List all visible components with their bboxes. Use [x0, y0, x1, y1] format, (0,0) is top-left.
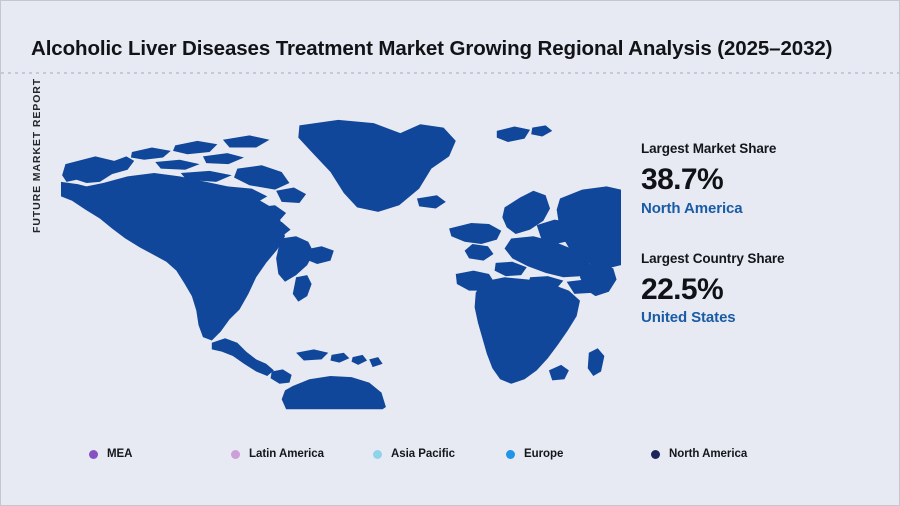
legend-label: Latin America [249, 448, 324, 460]
legend-item-asia-pacific: Asia Pacific [373, 448, 455, 460]
legend-label: Asia Pacific [391, 448, 455, 460]
legend-dot-icon [231, 449, 240, 459]
stat-label: Largest Country Share [641, 250, 785, 266]
stat-largest-country-share: Largest Country Share 22.5% United State… [641, 251, 881, 327]
stat-value: 22.5% [641, 272, 724, 306]
stat-label: Largest Market Share [641, 141, 777, 156]
legend-dot-icon [506, 449, 515, 459]
legend-dot-icon [651, 449, 660, 459]
legend-label: Europe [524, 448, 564, 460]
legend-item-mea: MEA [89, 448, 132, 460]
world-map-graphic [61, 119, 621, 410]
brand-watermark: FUTURE MARKET REPORT [31, 77, 43, 233]
stat-largest-market-share: Largest Market Share 38.7% North America [641, 141, 881, 217]
legend-dot-icon [373, 449, 382, 459]
stat-value: 38.7% [641, 163, 724, 196]
world-map [61, 89, 621, 419]
legend-dot-icon [89, 449, 98, 459]
legend-item-latin-america: Latin America [231, 448, 324, 460]
stat-region: United States [641, 309, 736, 326]
legend-item-north-america: North America [651, 448, 747, 460]
page-title: Alcoholic Liver Diseases Treatment Marke… [31, 37, 833, 60]
title-bar: Alcoholic Liver Diseases Treatment Marke… [1, 1, 899, 74]
stats-panel: Largest Market Share 38.7% North America… [641, 141, 881, 326]
legend-label: North America [669, 448, 748, 460]
legend-item-europe: Europe [506, 448, 563, 460]
legend-label: MEA [107, 448, 133, 460]
map-legend: MEA Latin America Asia Pacific Europe No… [89, 448, 789, 468]
title-divider [1, 72, 899, 74]
map-continents [61, 119, 621, 410]
stat-region: North America [641, 199, 743, 217]
